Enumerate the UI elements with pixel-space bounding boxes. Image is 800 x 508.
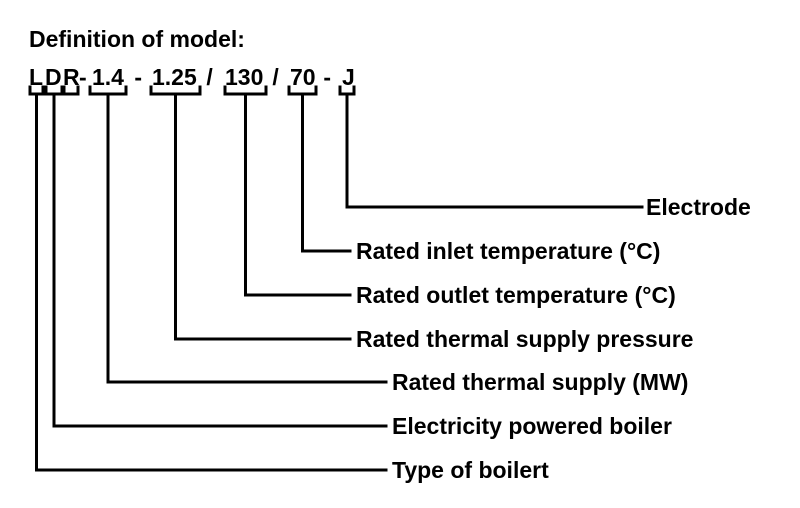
model-separator-3: / (266, 64, 279, 91)
definition-label-1: Rated inlet temperature (°C) (356, 238, 660, 265)
model-part-7: J (342, 64, 355, 91)
model-separator-2: / (200, 64, 213, 91)
model-separator-4: - (317, 64, 331, 91)
definition-label-3: Rated thermal supply pressure (356, 326, 693, 353)
definition-label-0: Electrode (646, 194, 751, 221)
model-separator-0: - (79, 64, 87, 91)
model-part-3: 1.4 (92, 64, 124, 91)
definition-label-2: Rated outlet temperature (°C) (356, 282, 676, 309)
diagram-title: Definition of model: (29, 26, 245, 53)
model-part-0: L (29, 64, 43, 91)
model-part-4: 1.25 (152, 64, 197, 91)
definition-label-4: Rated thermal supply (MW) (392, 369, 688, 396)
definition-label-6: Type of boilert (392, 457, 549, 484)
model-part-2: R (63, 64, 80, 91)
model-part-1: D (45, 64, 62, 91)
model-part-5: 130 (225, 64, 263, 91)
model-part-6: 70 (290, 64, 316, 91)
model-separator-1: - (128, 64, 142, 91)
definition-label-5: Electricity powered boiler (392, 413, 672, 440)
